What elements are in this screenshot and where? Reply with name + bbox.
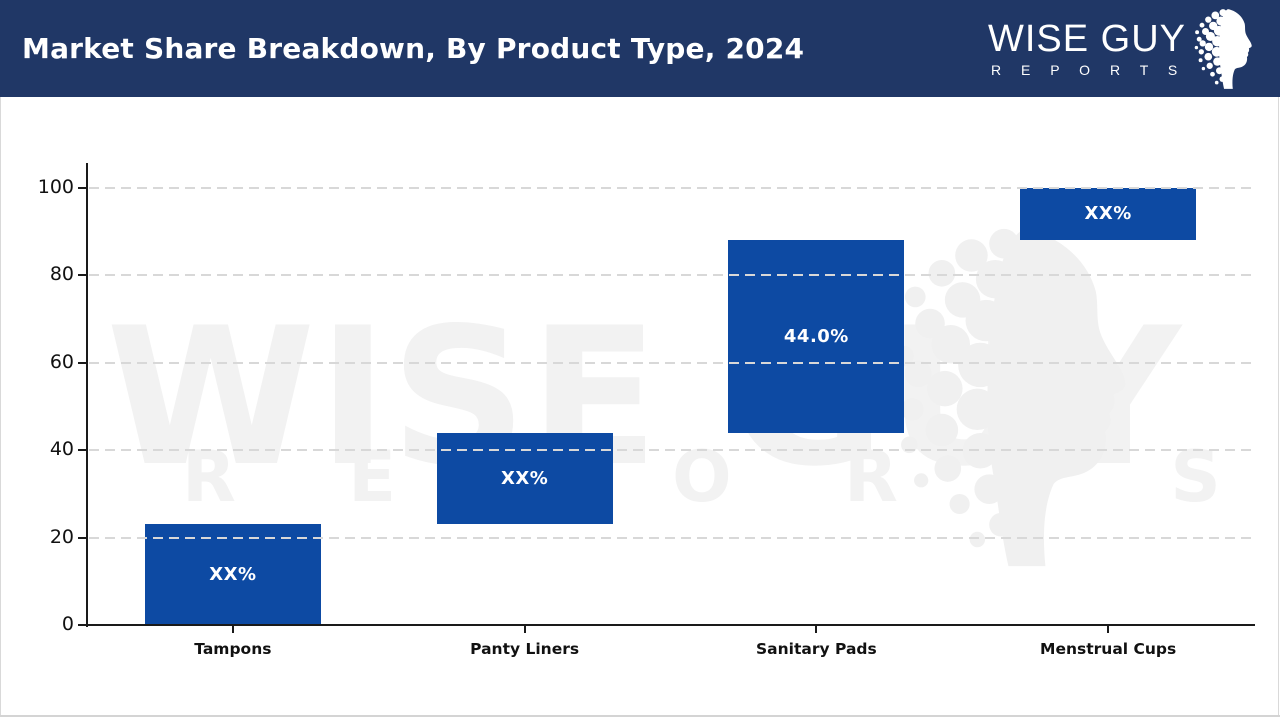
y-tick-label: 0 [61,613,74,635]
x-tick [523,625,526,633]
bar-value-label: XX% [1084,203,1132,225]
bar-value-label: XX% [500,467,549,489]
y-tick [78,274,86,276]
logo-wordmark: WISE GUY [987,17,1186,60]
right-border [1278,97,1279,717]
x-tick-label: Sanitary Pads [756,640,877,658]
x-tick-label: Menstrual Cups [1040,640,1177,658]
y-tick [78,536,86,539]
gridline-60 [89,361,1254,364]
x-tick [1107,625,1110,633]
bar-panty-liners: XX% [436,432,613,525]
y-tick [78,361,86,364]
gridline-40 [89,449,1254,451]
y-tick [78,624,86,626]
gridline-80 [89,274,1254,276]
y-tick-label: 40 [49,438,74,460]
logo-text: WISE GUY R E P O R T S [988,20,1186,78]
x-tick-label: Tampons [194,640,272,658]
bottom-divider [0,715,1280,717]
y-axis-line [86,163,88,627]
x-tick [815,625,818,633]
y-tick-label: 60 [49,350,74,373]
bar-value-label: 44.0% [783,325,849,347]
bar-menstrual-cups: XX% [1020,187,1197,240]
logo-head-icon [1188,7,1258,91]
x-axis-line [86,624,1255,626]
y-tick-label: 100 [37,175,74,198]
x-tick [231,625,234,633]
gridline-100 [89,186,1254,189]
page-title: Market Share Breakdown, By Product Type,… [22,32,805,65]
left-border [0,97,1,717]
y-tick [78,186,86,189]
bar-sanitary-pads: 44.0% [728,240,905,433]
x-tick-label: Panty Liners [470,640,580,658]
bar-value-label: XX% [209,564,257,586]
logo: WISE GUY R E P O R T S [988,7,1258,91]
y-tick-label: 20 [49,525,74,548]
header: Market Share Breakdown, By Product Type,… [0,0,1280,97]
bar-tampons: XX% [144,524,321,625]
y-tick-label: 80 [49,263,74,285]
y-tick [78,449,86,451]
logo-subtitle: R E P O R T S [990,61,1186,78]
gridline-20 [89,536,1254,539]
